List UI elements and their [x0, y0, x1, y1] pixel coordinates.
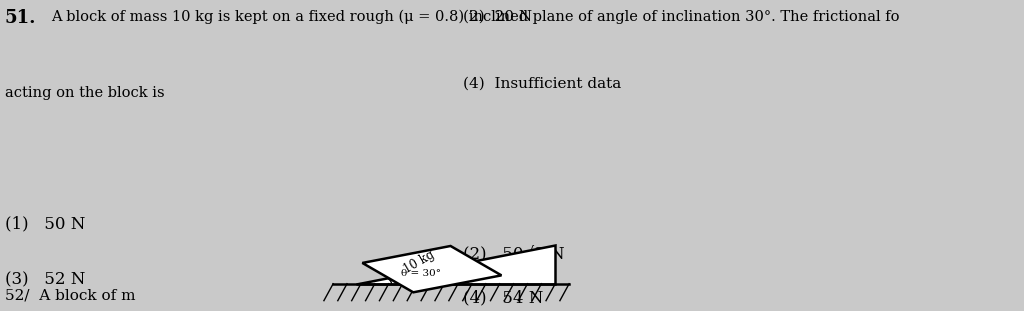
- Polygon shape: [356, 245, 555, 284]
- Text: 10 kg: 10 kg: [401, 248, 437, 276]
- Text: A block of mass 10 kg is kept on a fixed rough (μ = 0.8) inclined plane of angle: A block of mass 10 kg is kept on a fixed…: [51, 9, 899, 24]
- Text: (4)  Insufficient data: (4) Insufficient data: [463, 77, 621, 91]
- Text: θ = 30°: θ = 30°: [400, 269, 440, 278]
- Polygon shape: [362, 246, 502, 292]
- Text: (2)   50√3 N: (2) 50√3 N: [463, 247, 564, 264]
- Text: 51.: 51.: [5, 9, 36, 27]
- Text: (1)   50 N: (1) 50 N: [5, 216, 85, 233]
- Text: (4)   54 N: (4) 54 N: [463, 290, 543, 307]
- Text: (3)   52 N: (3) 52 N: [5, 272, 85, 288]
- Text: 52/  A block of m: 52/ A block of m: [5, 288, 135, 302]
- Text: (2)  20 N: (2) 20 N: [463, 9, 531, 23]
- Text: acting on the block is: acting on the block is: [5, 86, 164, 100]
